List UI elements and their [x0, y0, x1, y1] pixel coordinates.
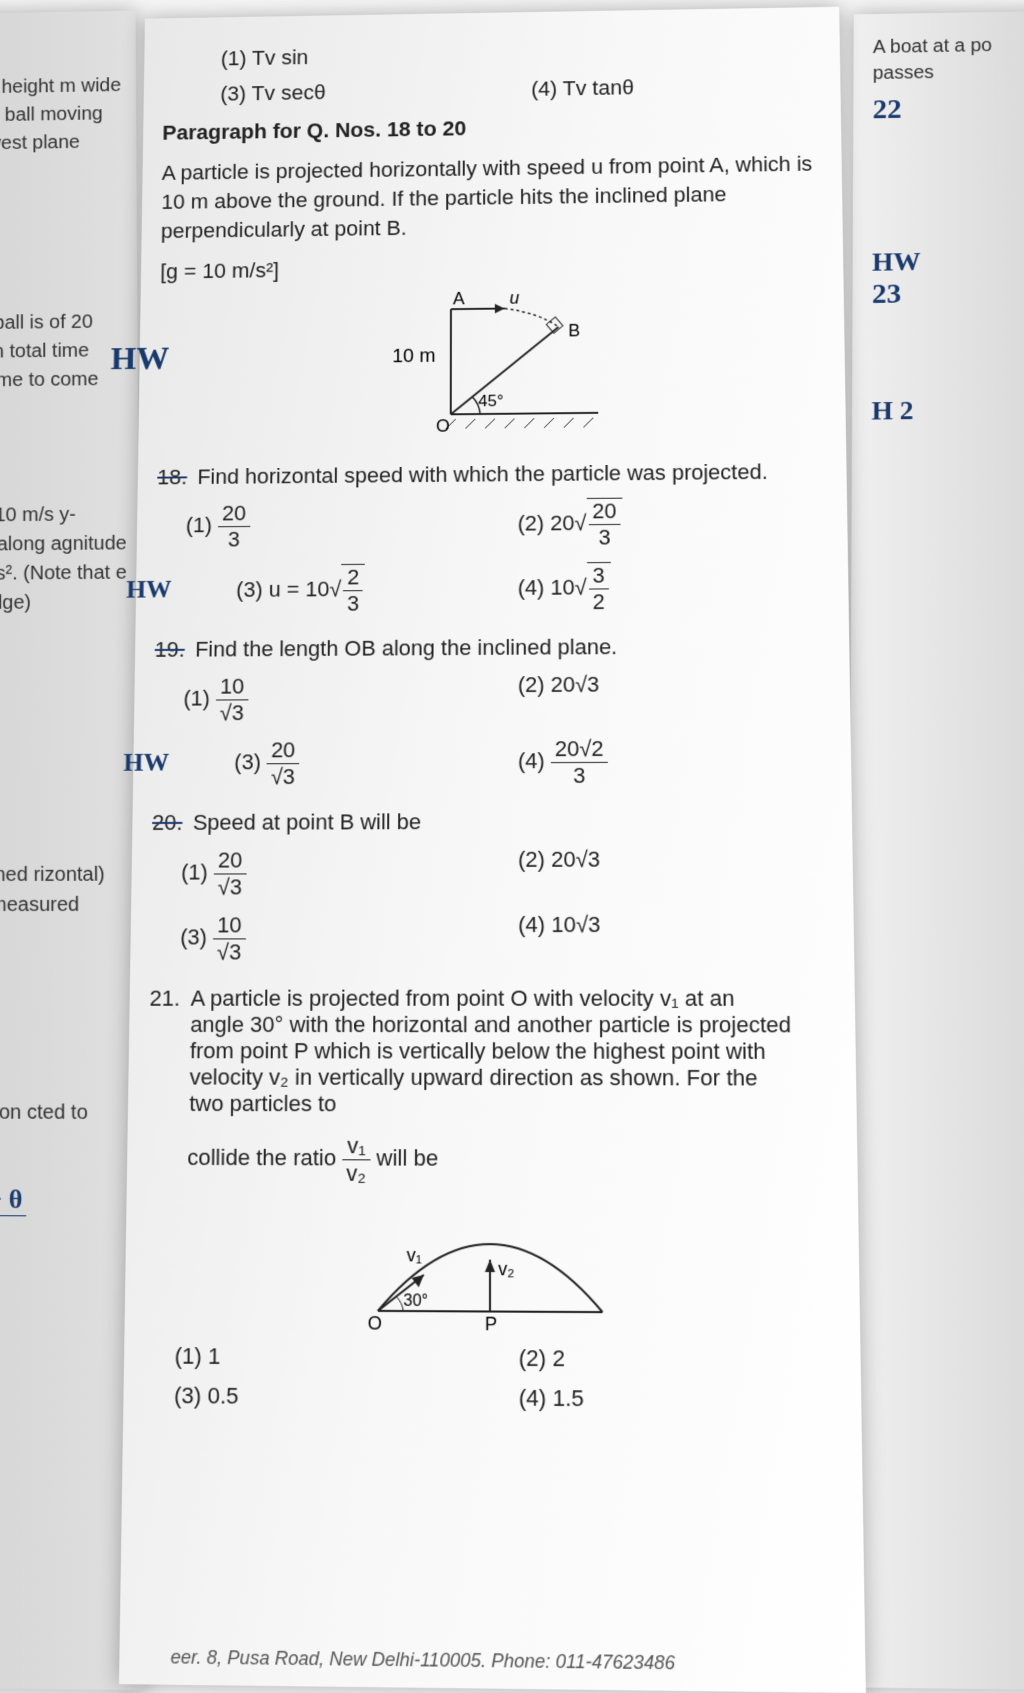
left-frag-6: elocity of 10 m/s y-direction, along agn…: [0, 500, 129, 618]
handwritten-formula: 90 − 0 + θ 2: [0, 1184, 132, 1248]
diagram1-angle: 45°: [478, 392, 503, 411]
diagram2-P: P: [485, 1314, 497, 1334]
right-hw-22: 22: [873, 92, 1024, 126]
diagram1-u: u: [510, 288, 520, 307]
diagram2-angle: 30°: [403, 1292, 428, 1310]
q21-text: A particle is projected from point O wit…: [189, 986, 796, 1119]
q18-number: 18.: [157, 465, 191, 490]
left-frag-10: 2 m: [0, 980, 131, 1010]
q19-opt1: (1) 10 √3: [183, 673, 492, 727]
q20-opt1: (1) 20 √3: [181, 847, 492, 901]
diagram1-height: 10 m: [392, 346, 435, 368]
paragraph-heading: Paragraph for Q. Nos. 18 to 20: [162, 111, 821, 145]
q21-number: 21.: [149, 986, 184, 1012]
left-frag-8: s: [0, 805, 130, 836]
main-page: (1) Tv sin (3) Tv secθ (4) Tv tanθ Parag…: [119, 7, 866, 1693]
top-opt-4: (4) Tv tanθ: [531, 73, 821, 102]
left-frag-1: 0 m: [0, 20, 126, 51]
q21-opt3: (3) 0.5: [174, 1383, 492, 1412]
q21-opt1: (1) 1: [174, 1343, 492, 1372]
q19-text: Find the length OB along the inclined pl…: [195, 634, 791, 663]
q18-opt4: (4) 10 3 2: [518, 561, 829, 616]
left-frag-4: m/s: [0, 255, 127, 286]
question-20: 20. Speed at point B will be: [152, 808, 832, 836]
q19-opt4: (4) 20√2 3: [518, 735, 831, 789]
left-frag-5: tt 40 m a ball is of 20 ms⁻¹ at an total…: [0, 307, 128, 424]
q19-opt2: (2) 20√3: [518, 671, 831, 725]
q19-opt3: HW (3) 20 √3: [182, 737, 492, 791]
left-frag-7: s: [0, 745, 130, 776]
q18-opt3: HW (3) u = 10 2 3: [185, 563, 492, 618]
g-value: [g = 10 m/s²]: [160, 252, 824, 285]
diagram2-v1: v₁: [407, 1245, 422, 1266]
diagram2-v2: v₂: [498, 1259, 514, 1280]
hw-mark-q18: HW: [126, 575, 172, 603]
q21-opt2: (2) 2: [519, 1345, 840, 1374]
q21-opt4: (4) 1.5: [519, 1385, 841, 1415]
question-18: 18. Find horizontal speed with which the…: [157, 459, 827, 490]
left-frag-11: 2 m: [0, 1041, 132, 1072]
q20-opt3: (3) 10 √3: [180, 912, 492, 966]
right-hw-label: HW: [872, 246, 1024, 278]
paragraph-text: A particle is projected horizontally wit…: [161, 150, 823, 246]
question-21: 21. A particle is projected from point O…: [148, 986, 836, 1119]
diagram1-B: B: [568, 321, 580, 341]
left-frag-2: ps having height m wide then the a ball …: [0, 71, 127, 158]
diagram1-A: A: [453, 289, 465, 309]
top-opt-3: (3) Tv secθ: [220, 78, 507, 107]
right-page-fragment: A boat at a po passes 22 HW 23 H 2: [846, 11, 1024, 1690]
left-frag-12: of inclination cted to have e?: [0, 1097, 132, 1159]
right-frag-2: passes: [873, 61, 1024, 85]
q20-text: Speed at point B will be: [193, 808, 793, 836]
diagram-inclined-plane: 10 m A u B O 45°: [363, 288, 619, 444]
q18-opt1: (1) 20 3: [185, 499, 492, 554]
footer-address: eer. 8, Pusa Road, New Delhi-110005. Pho…: [170, 1646, 675, 1674]
q20-number: 20.: [152, 810, 187, 836]
diagram2-O: O: [368, 1313, 382, 1334]
q19-number: 19.: [155, 637, 190, 663]
q18-opt2: (2) 20 20 3: [518, 496, 828, 551]
diagram-projectile-arc: v₁ v₂ 30° O P: [347, 1198, 633, 1334]
diagram1-O: O: [436, 416, 450, 436]
left-frag-3: /s: [0, 203, 127, 234]
question-19: 19. Find the length OB along the incline…: [155, 633, 830, 663]
right-hw-23: 23: [872, 276, 1024, 310]
q20-opt4: (4) 10√3: [518, 912, 834, 966]
top-opt-1: (1) Tv sin: [221, 42, 507, 71]
q18-text: Find horizontal speed with which the par…: [197, 460, 788, 490]
q21-collide-text: collide the ratio v₁ v₂ will be: [187, 1133, 837, 1189]
left-frag-9: m an inclined rizontal) with nge measure…: [0, 860, 131, 921]
right-hw-h2: H 2: [872, 395, 1024, 427]
hw-mark-q19: HW: [123, 748, 169, 777]
q20-opt2: (2) 20√3: [518, 846, 833, 900]
hw-mark-paragraph: HW: [110, 341, 169, 378]
right-frag-1: A boat at a po: [873, 35, 1024, 59]
